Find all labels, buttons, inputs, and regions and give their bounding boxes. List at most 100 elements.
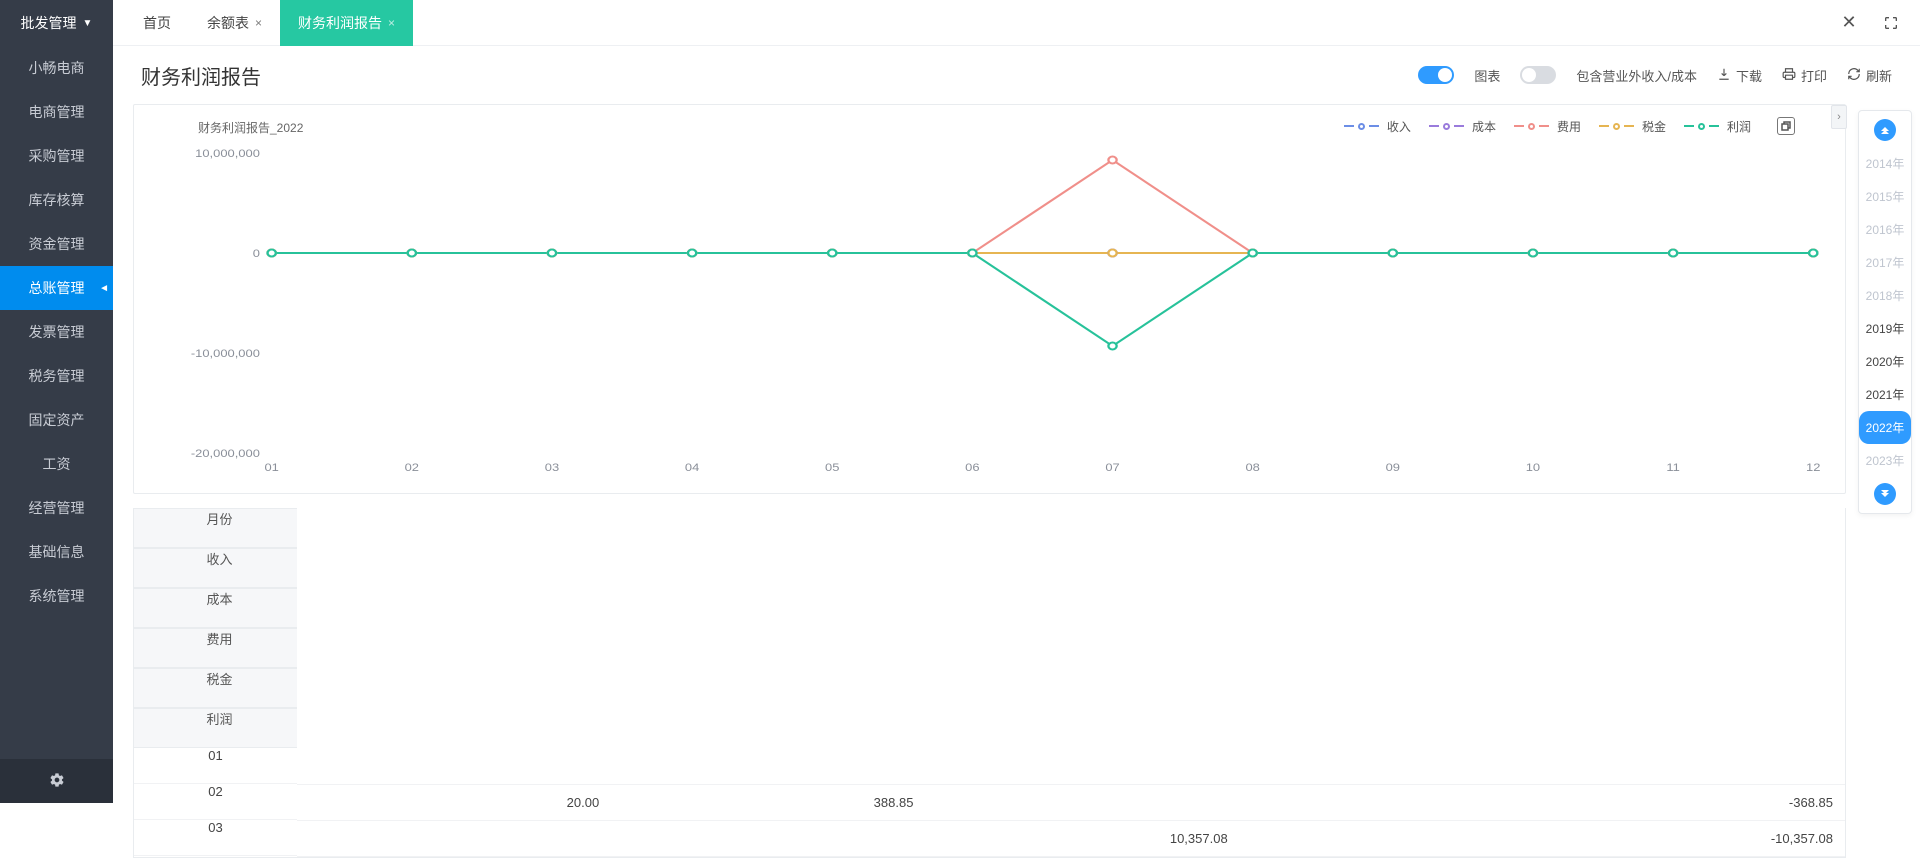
legend-label: 成本 — [1472, 118, 1496, 135]
col-header: 利润 — [134, 708, 297, 748]
sidebar-item-2[interactable]: 采购管理 — [0, 134, 113, 178]
legend-item-3[interactable]: 税金 — [1599, 118, 1666, 135]
legend-item-2[interactable]: 费用 — [1514, 118, 1581, 135]
col-header: 月份 — [134, 508, 297, 548]
sidebar-item-1[interactable]: 电商管理 — [0, 90, 113, 134]
col-header: 税金 — [134, 668, 297, 708]
cell-income: 20.00 — [297, 784, 611, 820]
sidebar-item-label: 资金管理 — [29, 234, 85, 254]
sidebar-item-label: 系统管理 — [29, 586, 85, 606]
sidebar-item-8[interactable]: 固定资产 — [0, 398, 113, 442]
svg-text:06: 06 — [965, 461, 980, 474]
sidebar-item-12[interactable]: 系统管理 — [0, 574, 113, 618]
legend-item-1[interactable]: 成本 — [1429, 118, 1496, 135]
print-icon — [1782, 67, 1796, 84]
sidebar-item-3[interactable]: 库存核算 — [0, 178, 113, 222]
sidebar-item-label: 基础信息 — [29, 542, 85, 562]
col-header: 成本 — [134, 588, 297, 628]
year-option-2: 2016年 — [1859, 213, 1911, 246]
year-scroll-down[interactable] — [1874, 483, 1896, 505]
svg-text:03: 03 — [545, 461, 560, 474]
toggle-extra-label: 包含营业外收入/成本 — [1576, 66, 1697, 85]
gear-icon — [49, 772, 65, 791]
print-button[interactable]: 打印 — [1782, 66, 1827, 85]
legend-label: 收入 — [1387, 118, 1411, 135]
cell-profit — [1554, 748, 1845, 784]
sidebar-item-7[interactable]: 税务管理 — [0, 354, 113, 398]
print-label: 打印 — [1801, 66, 1827, 85]
toggle-chart[interactable] — [1418, 66, 1454, 84]
tab-close-icon[interactable]: × — [388, 16, 395, 30]
svg-text:-20,000,000: -20,000,000 — [191, 447, 260, 460]
app-root: 批发管理 ▼ 小畅电商电商管理采购管理库存核算资金管理总账管理发票管理税务管理固… — [0, 0, 1920, 803]
legend-label: 费用 — [1557, 118, 1581, 135]
toggle-extra[interactable] — [1520, 66, 1556, 84]
svg-text:0: 0 — [253, 247, 261, 260]
sidebar-item-0[interactable]: 小畅电商 — [0, 46, 113, 90]
cell-income — [297, 820, 611, 856]
cell-cost: 388.85 — [611, 784, 925, 820]
sidebar-item-label: 库存核算 — [29, 190, 85, 210]
tab-label: 财务利润报告 — [298, 13, 382, 33]
tab-label: 首页 — [143, 13, 171, 33]
sidebar-item-5[interactable]: 总账管理 — [0, 266, 113, 310]
tab-close-icon[interactable]: × — [255, 16, 262, 30]
download-button[interactable]: 下载 — [1717, 66, 1762, 85]
sidebar-item-label: 总账管理 — [29, 278, 85, 298]
legend-item-0[interactable]: 收入 — [1344, 118, 1411, 135]
legend-item-4[interactable]: 利润 — [1684, 118, 1751, 135]
table-row: 0220.00388.85-368.85 — [134, 784, 1845, 820]
cell-expense: 10,357.08 — [925, 820, 1239, 856]
sidebar-item-label: 税务管理 — [29, 366, 85, 386]
svg-text:10,000,000: 10,000,000 — [195, 147, 260, 160]
year-option-3: 2017年 — [1859, 246, 1911, 279]
main: 首页余额表× 财务利润报告 × ✕ 财务利润报告 图表 包含营业外收入/成本 下载 — [113, 0, 1920, 803]
header-tools: 图表 包含营业外收入/成本 下载 打印 刷新 — [1418, 66, 1892, 85]
close-icon[interactable]: ✕ — [1836, 10, 1862, 36]
sidebar-item-4[interactable]: 资金管理 — [0, 222, 113, 266]
svg-text:02: 02 — [405, 461, 420, 474]
sidebar: 批发管理 ▼ 小畅电商电商管理采购管理库存核算资金管理总账管理发票管理税务管理固… — [0, 0, 113, 803]
year-option-0: 2014年 — [1859, 147, 1911, 180]
chart-collapse-handle[interactable]: › — [1831, 105, 1847, 129]
cell-tax — [1240, 784, 1554, 820]
table-row: 0310,357.08-10,357.08 — [134, 820, 1845, 856]
sidebar-header[interactable]: 批发管理 ▼ — [0, 0, 113, 46]
sidebar-item-11[interactable]: 基础信息 — [0, 530, 113, 574]
tab-0[interactable]: 首页 — [125, 0, 189, 46]
year-option-7[interactable]: 2021年 — [1859, 378, 1911, 411]
tab-2[interactable]: 财务利润报告 × — [280, 0, 413, 46]
sidebar-item-9[interactable]: 工资 — [0, 442, 113, 486]
year-scroll-up[interactable] — [1874, 119, 1896, 141]
toggle-chart-label: 图表 — [1474, 66, 1500, 85]
sidebar-item-6[interactable]: 发票管理 — [0, 310, 113, 354]
sidebar-settings[interactable] — [0, 759, 113, 803]
year-option-6[interactable]: 2020年 — [1859, 345, 1911, 378]
sidebar-item-label: 工资 — [43, 454, 71, 474]
table-row: 01 — [134, 748, 1845, 784]
chart-restore-icon[interactable] — [1777, 117, 1795, 135]
year-option-5[interactable]: 2019年 — [1859, 312, 1911, 345]
profit-chart: -20,000,000-10,000,000010,000,0000102030… — [154, 123, 1825, 483]
sidebar-item-label: 发票管理 — [29, 322, 85, 342]
chart-legend: 收入 成本 费用 税金 利润 — [1344, 117, 1795, 135]
content: › 财务利润报告_2022 收入成本费用税金利润 -20,000,000-10,… — [113, 104, 1920, 803]
col-header: 费用 — [134, 628, 297, 668]
sidebar-item-label: 电商管理 — [29, 102, 85, 122]
page-title: 财务利润报告 — [141, 61, 261, 90]
refresh-button[interactable]: 刷新 — [1847, 66, 1892, 85]
sidebar-item-10[interactable]: 经营管理 — [0, 486, 113, 530]
year-option-1: 2015年 — [1859, 180, 1911, 213]
cell-profit: -368.85 — [1554, 784, 1845, 820]
svg-text:11: 11 — [1666, 461, 1680, 474]
refresh-icon — [1847, 67, 1861, 84]
cell-cost — [611, 820, 925, 856]
sidebar-item-label: 固定资产 — [29, 410, 85, 430]
svg-text:01: 01 — [264, 461, 279, 474]
cell-expense — [925, 784, 1239, 820]
year-option-8[interactable]: 2022年 — [1859, 411, 1911, 444]
tab-bar: 首页余额表× 财务利润报告 × ✕ — [113, 0, 1920, 46]
tab-1[interactable]: 余额表× — [189, 0, 280, 46]
cell-tax — [1240, 820, 1554, 856]
fullscreen-icon[interactable] — [1878, 10, 1904, 36]
